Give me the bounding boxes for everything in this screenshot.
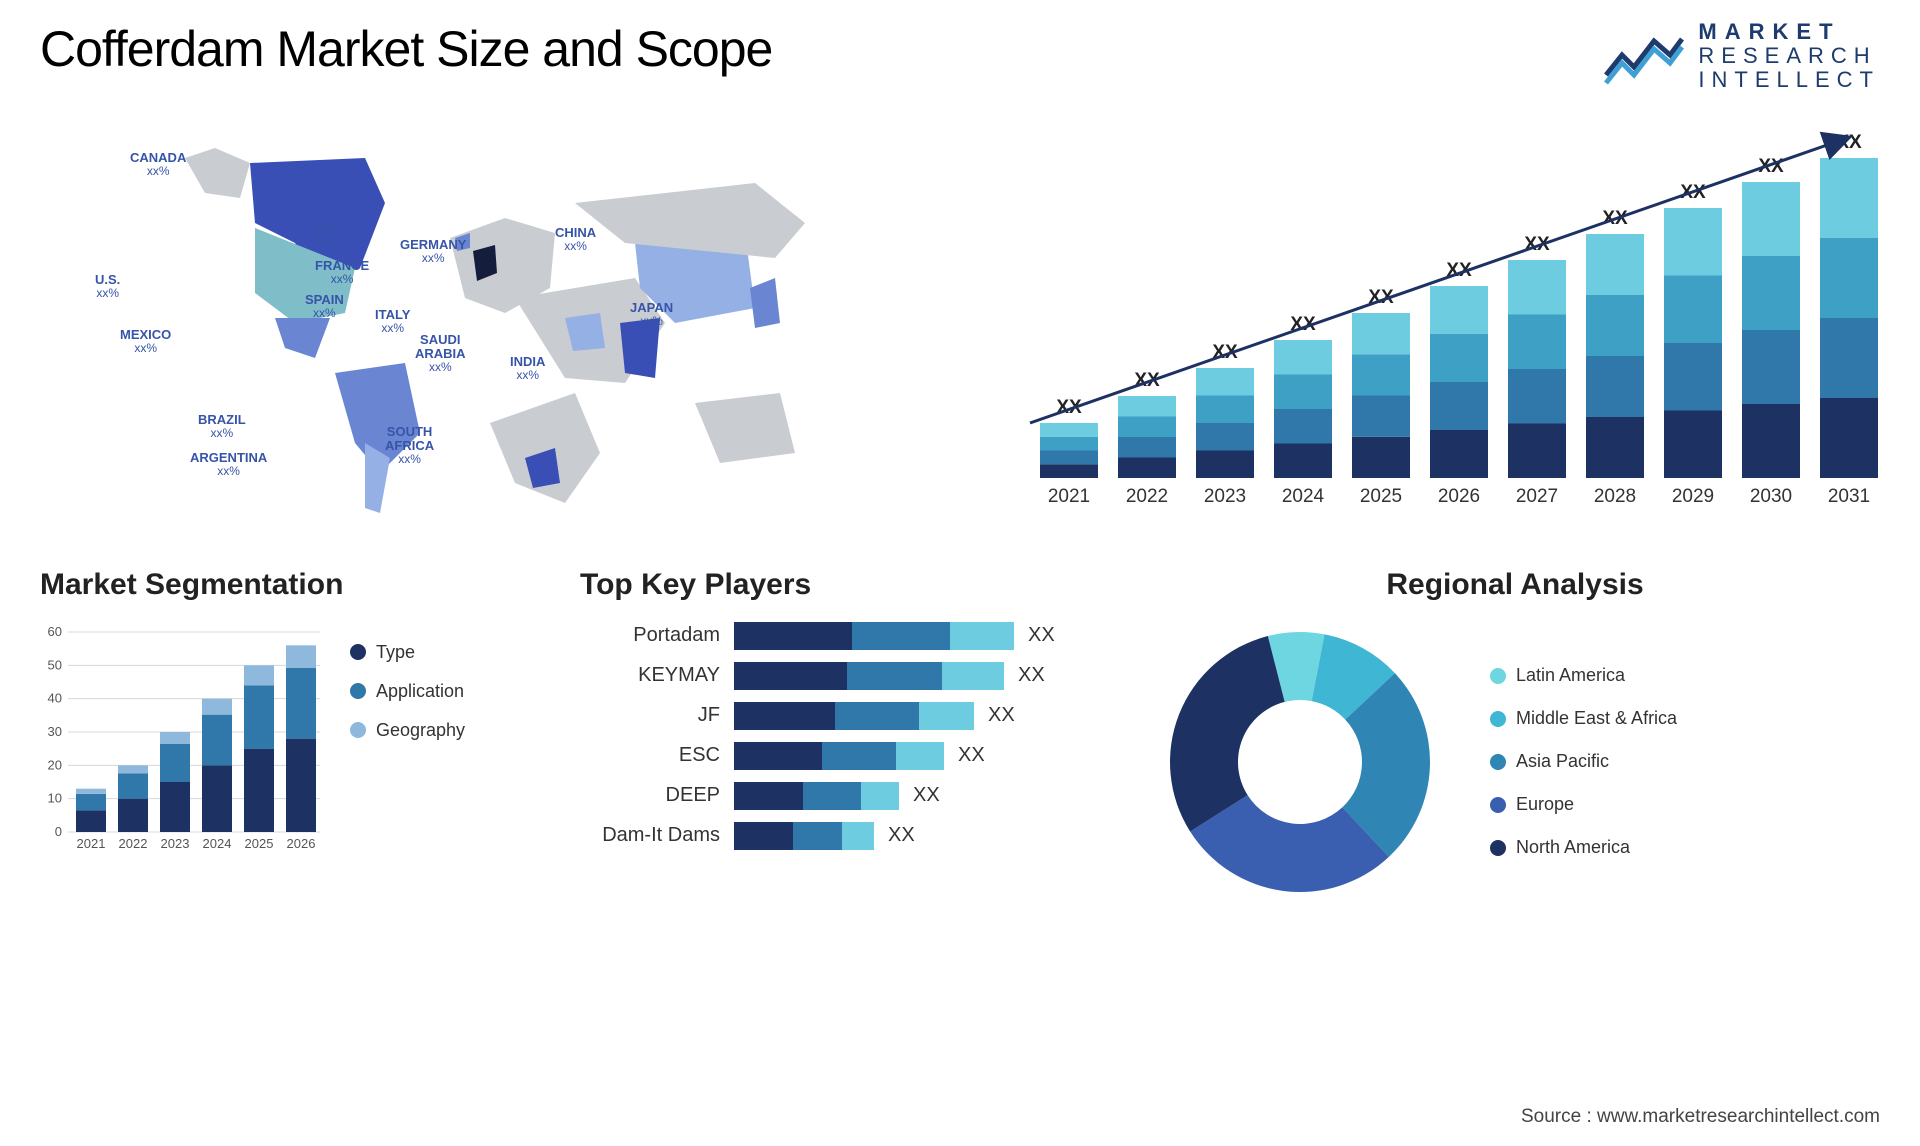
segmentation-legend: Type Application Geography xyxy=(350,622,465,741)
legend-item: Europe xyxy=(1490,794,1677,815)
map-country-label: U.K.xx% xyxy=(315,221,341,248)
svg-text:2025: 2025 xyxy=(1360,486,1402,507)
legend-item: Middle East & Africa xyxy=(1490,708,1677,729)
map-country-label: SAUDIARABIAxx% xyxy=(415,333,466,375)
svg-text:2027: 2027 xyxy=(1516,486,1558,507)
map-country-label: SOUTHAFRICAxx% xyxy=(385,425,434,467)
regional-legend: Latin America Middle East & Africa Asia Pa… xyxy=(1490,665,1677,858)
legend-item: Application xyxy=(350,681,465,702)
player-row: Dam-It DamsXX xyxy=(580,822,1110,850)
svg-text:2023: 2023 xyxy=(161,836,190,851)
logo-mark-icon xyxy=(1604,27,1684,85)
svg-text:0: 0 xyxy=(55,824,62,839)
segmentation-title: Market Segmentation xyxy=(40,568,540,602)
page-title: Cofferdam Market Size and Scope xyxy=(40,20,772,78)
svg-text:40: 40 xyxy=(48,690,62,705)
svg-text:2029: 2029 xyxy=(1672,486,1714,507)
logo-line2: RESEARCH xyxy=(1698,44,1880,68)
players-chart: PortadamXX KEYMAYXX JFXX ESCXX DEEPXX Dam-It … xyxy=(580,622,1110,850)
svg-text:10: 10 xyxy=(48,790,62,805)
map-country-label: BRAZILxx% xyxy=(198,413,246,440)
source-attribution: Source : www.marketresearchintellect.com xyxy=(1521,1106,1880,1128)
map-country-label: MEXICOxx% xyxy=(120,328,171,355)
segmentation-chart: 0 10 20 30 40 50 60 2021 2022 2023 2024 2025 2026 xyxy=(40,622,320,862)
map-country-label: U.S.xx% xyxy=(95,273,120,300)
svg-text:2026: 2026 xyxy=(1438,486,1480,507)
map-country-label: ITALYxx% xyxy=(375,308,410,335)
svg-text:2024: 2024 xyxy=(1282,486,1325,507)
svg-text:2021: 2021 xyxy=(1048,486,1090,507)
logo-line3: INTELLECT xyxy=(1698,68,1880,92)
player-row: DEEPXX xyxy=(580,782,1110,810)
map-country-label: CHINAxx% xyxy=(555,226,596,253)
players-title: Top Key Players xyxy=(580,568,1110,602)
map-country-label: CANADAxx% xyxy=(130,151,186,178)
svg-text:2026: 2026 xyxy=(287,836,316,851)
svg-text:2031: 2031 xyxy=(1828,486,1870,507)
legend-item: Latin America xyxy=(1490,665,1677,686)
legend-item: North America xyxy=(1490,837,1677,858)
svg-text:2024: 2024 xyxy=(203,836,232,851)
player-row: JFXX xyxy=(580,702,1110,730)
brand-logo: MARKET RESEARCH INTELLECT xyxy=(1604,20,1880,93)
map-country-label: GERMANYxx% xyxy=(400,238,466,265)
player-row: PortadamXX xyxy=(580,622,1110,650)
map-country-label: SPAINxx% xyxy=(305,293,344,320)
svg-text:2030: 2030 xyxy=(1750,486,1792,507)
legend-item: Asia Pacific xyxy=(1490,751,1677,772)
world-map: CANADAxx% U.S.xx% MEXICOxx% BRAZILxx% ARGENT… xyxy=(40,123,970,523)
main-bar-chart: XX2021XX2022XX2023XX2024XX2025XX2026XX20… xyxy=(1010,123,1880,523)
legend-item: Type xyxy=(350,642,465,663)
map-country-label: JAPANxx% xyxy=(630,301,673,328)
svg-text:20: 20 xyxy=(48,757,62,772)
svg-text:2028: 2028 xyxy=(1594,486,1636,507)
map-country-label: FRANCExx% xyxy=(315,259,369,286)
svg-text:2022: 2022 xyxy=(119,836,148,851)
regional-title: Regional Analysis xyxy=(1150,568,1880,602)
svg-text:2022: 2022 xyxy=(1126,486,1168,507)
svg-text:2025: 2025 xyxy=(245,836,274,851)
svg-text:30: 30 xyxy=(48,724,62,739)
map-country-label: INDIAxx% xyxy=(510,355,545,382)
regional-donut-chart xyxy=(1150,622,1450,902)
svg-text:60: 60 xyxy=(48,624,62,639)
map-country-label: ARGENTINAxx% xyxy=(190,451,267,478)
svg-text:XX: XX xyxy=(1836,132,1862,153)
player-row: ESCXX xyxy=(580,742,1110,770)
player-row: KEYMAYXX xyxy=(580,662,1110,690)
svg-text:50: 50 xyxy=(48,657,62,672)
logo-line1: MARKET xyxy=(1698,20,1880,44)
svg-text:2021: 2021 xyxy=(77,836,106,851)
legend-item: Geography xyxy=(350,720,465,741)
svg-text:2023: 2023 xyxy=(1204,486,1246,507)
